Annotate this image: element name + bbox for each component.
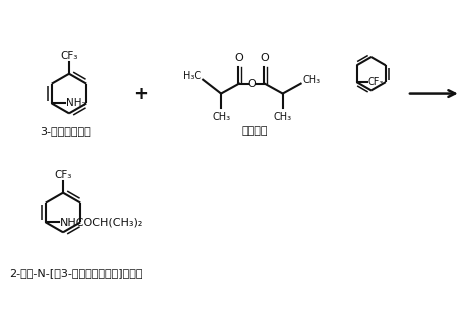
Text: CF₃: CF₃ [60,51,78,61]
Text: O: O [260,53,269,63]
Text: CH₃: CH₃ [212,112,230,123]
Text: H₃C: H₃C [183,71,201,81]
Text: CH₃: CH₃ [302,75,321,85]
Text: 2-甲基-N-[（3-三氟甲基）苯基]丙酰胺: 2-甲基-N-[（3-三氟甲基）苯基]丙酰胺 [9,268,143,278]
Text: CH₃: CH₃ [274,112,292,123]
Text: NHCOCH(CH₃)₂: NHCOCH(CH₃)₂ [60,217,143,227]
Text: +: + [133,85,148,103]
Text: O: O [248,79,256,89]
Text: 异丁酸酐: 异丁酸酐 [242,126,268,136]
Text: NH₂: NH₂ [65,99,85,109]
Text: CF₃: CF₃ [54,170,72,180]
Text: 3-三氟甲基苯胺: 3-三氟甲基苯胺 [41,126,91,136]
Text: O: O [235,53,244,63]
Text: CF₃: CF₃ [367,77,384,87]
